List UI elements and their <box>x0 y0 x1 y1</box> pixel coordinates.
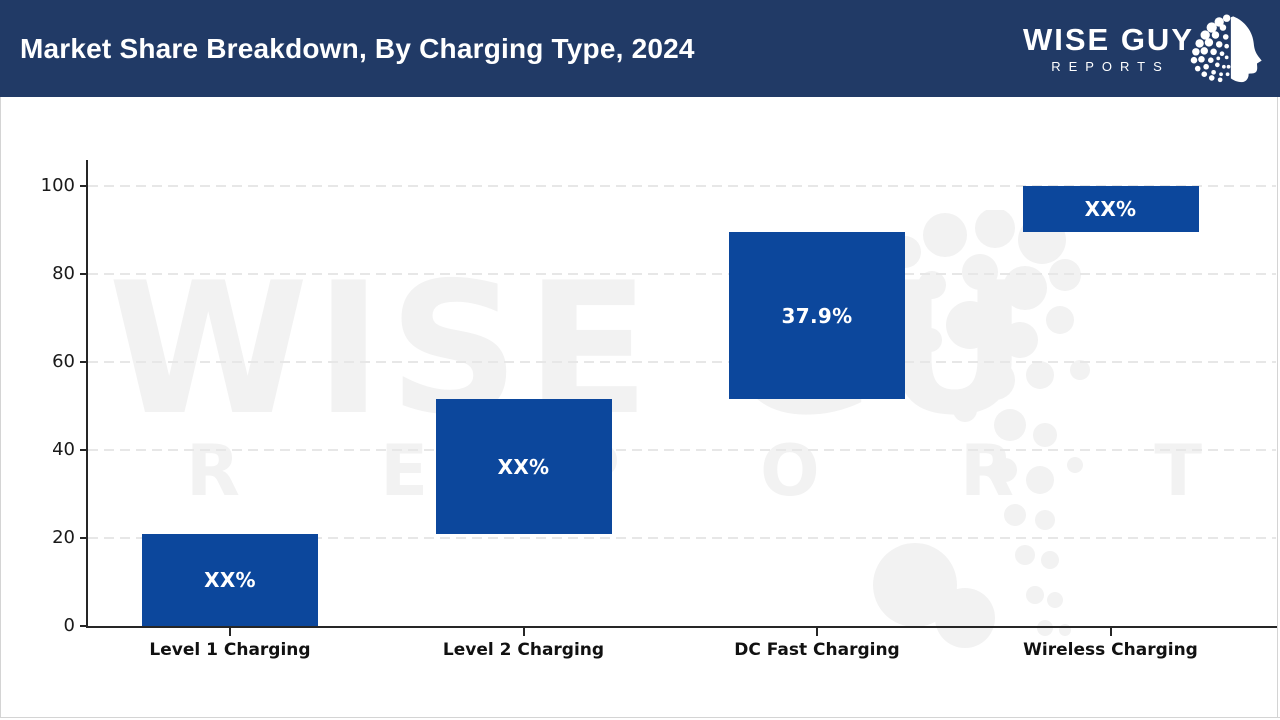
gridline-60 <box>88 361 1276 363</box>
page-border-left <box>0 97 1 717</box>
gridline-40 <box>88 449 1276 451</box>
page-border-right <box>1277 97 1278 717</box>
logo-wiseguy-label: WISE GUY <box>1022 22 1194 57</box>
y-tick-label: 60 <box>52 351 75 372</box>
x-tick-mark <box>816 628 818 636</box>
watermark-reports-text: R E P O R T S <box>186 430 1280 512</box>
logo-text: WISE GUY REPORTS <box>1023 24 1194 74</box>
y-tick-mark <box>80 537 88 539</box>
y-tick-mark <box>80 449 88 451</box>
y-tick-mark <box>80 273 88 275</box>
y-tick-label: 100 <box>40 175 75 196</box>
bar-wireless-charging: XX% <box>1022 186 1199 233</box>
y-tick-mark <box>80 361 88 363</box>
gridline-80 <box>88 273 1276 275</box>
bar-level-2-charging: XX% <box>435 398 612 535</box>
bar-value-label: XX% <box>497 454 550 479</box>
x-category-label: Level 2 Charging <box>442 640 605 660</box>
x-tick-mark <box>229 628 231 636</box>
y-tick-label: 40 <box>52 439 75 460</box>
y-tick-mark <box>80 625 88 627</box>
gridline-100 <box>88 185 1276 187</box>
x-category-label: Wireless Charging <box>1023 640 1198 660</box>
y-axis-spine <box>86 160 88 628</box>
logo-reports-label: REPORTS <box>1051 59 1170 74</box>
wiseguy-logo: WISE GUY REPORTS <box>1023 10 1264 88</box>
y-tick-label: 80 <box>52 263 75 284</box>
y-tick-mark <box>80 185 88 187</box>
bar-dc-fast-charging: 37.9% <box>729 232 905 399</box>
bar-value-label: XX% <box>1084 197 1137 222</box>
bar-level-1-charging: XX% <box>142 534 318 626</box>
x-tick-mark <box>522 628 525 636</box>
bar-value-label: XX% <box>204 568 256 593</box>
x-category-label: Level 1 Charging <box>149 640 311 660</box>
header: Market Share Breakdown, By Charging Type… <box>0 0 1280 97</box>
x-tick-mark <box>1109 628 1112 636</box>
watermark-face-dots-icon <box>873 210 1090 648</box>
page-title: Market Share Breakdown, By Charging Type… <box>20 32 695 64</box>
y-tick-label: 0 <box>63 615 75 636</box>
bar-value-label: 37.9% <box>781 303 853 328</box>
logo-face-icon <box>1190 14 1262 83</box>
page-border-bottom <box>0 717 1280 718</box>
gridline-20 <box>88 537 1276 539</box>
y-tick-label: 20 <box>52 527 75 548</box>
x-category-label: DC Fast Charging <box>734 640 900 660</box>
x-axis-spine <box>86 626 1277 628</box>
